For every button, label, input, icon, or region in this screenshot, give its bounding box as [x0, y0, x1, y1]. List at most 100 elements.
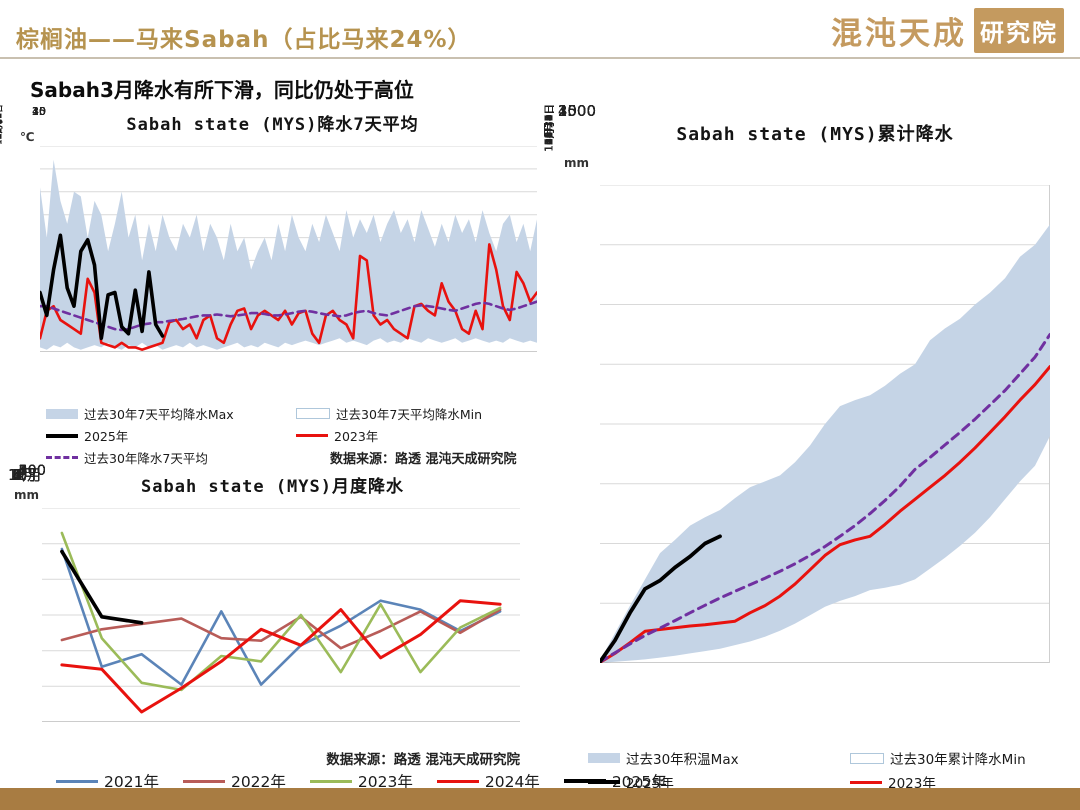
- legend-label: 2022年: [230, 773, 286, 791]
- legend-label: 2025年: [611, 773, 667, 791]
- x-tick-label: 1月: [12, 466, 38, 484]
- y-tick-label: 25: [32, 105, 46, 118]
- x-tick-label: 4月: [12, 466, 38, 484]
- y-tick-label: 2000: [557, 102, 596, 120]
- legend-label: 过去30年降水7天平均: [84, 451, 208, 466]
- line-swatch: [309, 779, 352, 783]
- plot-area: [40, 146, 537, 352]
- line-swatch: [182, 779, 225, 783]
- x-tick-label: 12月: [7, 466, 43, 484]
- x-tick-label: 9月: [12, 466, 38, 484]
- x-tick-label: 2月: [12, 466, 38, 484]
- line-swatch: [563, 779, 606, 783]
- slide-subtitle: Sabah3月降水有所下滑，同比仍处于高位: [30, 78, 414, 102]
- legend-label: 2023年: [357, 773, 413, 791]
- y-tick-label: 500: [18, 463, 46, 479]
- legend-item: 过去30年7天平均降水Max: [46, 404, 296, 423]
- chart-title: Sabah state (MYS)累计降水: [676, 124, 954, 145]
- y-tick-label: 2500: [557, 102, 596, 120]
- legend-item: 2025年: [563, 770, 667, 792]
- legend-item: 2022年: [182, 770, 286, 792]
- y-axis-unit: ℃: [20, 130, 35, 144]
- legend-item: 2024年: [436, 770, 540, 792]
- y-tick-label: 200: [18, 463, 46, 479]
- legend-item: 过去30年累计降水Min: [850, 748, 1080, 768]
- legend-label: 2024年: [484, 773, 540, 791]
- y-axis-unit: mm: [564, 156, 590, 170]
- y-tick-label: 20: [32, 105, 46, 118]
- y-tick-label: 45: [32, 105, 46, 118]
- chart-seven-day-rainfall: Sabah state (MYS)降水7天平均 ℃ 0 5 10 15 20 25 30 35…: [0, 104, 546, 467]
- y-axis-unit: mm: [14, 488, 40, 502]
- x-tick-label: 6月: [12, 466, 38, 484]
- legend-item: 2021年: [56, 770, 159, 792]
- logo-wordmark: 混沌天成: [831, 16, 967, 52]
- band-swatch: [588, 753, 620, 763]
- chart-cumulative-rainfall: Sabah state (MYS)累计降水 mm 0 500 1000 1500 200…: [544, 102, 1080, 810]
- y-tick-label: 35: [32, 105, 46, 118]
- data-source-note: 数据来源：路透 混沌天成研究院: [326, 752, 520, 768]
- line-swatch: [850, 780, 882, 784]
- x-tick-label: 12月26日: [0, 104, 5, 145]
- band-outline-swatch: [296, 408, 330, 419]
- company-logo: 混沌天成 研究院: [831, 8, 1064, 53]
- legend-label: 过去30年积温Max: [626, 752, 739, 768]
- x-tick-label: 11月: [7, 466, 43, 484]
- y-tick-label: 0: [36, 463, 46, 479]
- band-outline-swatch: [850, 752, 884, 764]
- chart-title: Sabah state (MYS)降水7天平均: [126, 115, 419, 135]
- plot-area: [600, 185, 1050, 663]
- y-tick-label: 10: [32, 105, 46, 118]
- legend-item: 2023年: [296, 426, 546, 445]
- legend-item: 过去30年降水7天平均: [46, 448, 296, 467]
- y-tick-label: 3500: [557, 102, 596, 120]
- y-tick-label: 15: [32, 105, 46, 118]
- x-tick-label: 5月: [12, 466, 38, 484]
- y-tick-label: 40: [32, 105, 46, 118]
- y-tick-label: 1500: [557, 102, 596, 120]
- y-tick-label: 5: [39, 105, 46, 118]
- y-tick-label: 100: [18, 463, 46, 479]
- y-tick-label: 1000: [557, 102, 596, 120]
- line-swatch: [46, 433, 78, 438]
- y-tick-label: 4000: [557, 102, 596, 120]
- legend-label: 过去30年7天平均降水Max: [84, 407, 234, 422]
- x-tick-label: 8月: [12, 466, 38, 484]
- line-swatch: [588, 780, 620, 784]
- x-tick-label: 10月: [7, 466, 43, 484]
- chart-monthly-rainfall: Sabah state (MYS)月度降水 mm 0 100 200 300 400 50…: [0, 463, 667, 810]
- legend-label: 过去30年7天平均降水Min: [336, 407, 483, 422]
- legend-label: 2021年: [104, 773, 159, 791]
- legend-item: 过去30年7天平均降水Min: [296, 404, 546, 423]
- x-tick-label: 3月: [12, 466, 38, 484]
- page-title: 棕榈油——马来Sabah（占比马来24%）: [16, 27, 472, 53]
- band-swatch: [46, 408, 78, 419]
- legend-item: 2025年: [46, 426, 296, 445]
- legend-item: 过去30年积温Max: [588, 748, 850, 768]
- legend-item: 2023年: [309, 770, 413, 792]
- y-tick-label: 500: [567, 102, 596, 120]
- chart-title: Sabah state (MYS)月度降水: [141, 477, 404, 497]
- line-swatch: [296, 434, 328, 437]
- legend-label: 过去30年累计降水Min: [890, 752, 1026, 768]
- data-source-note: 数据来源：路透 混沌天成研究院: [330, 452, 517, 467]
- y-tick-label: 300: [18, 463, 46, 479]
- y-tick-label: 3000: [557, 102, 596, 120]
- plot-area: [42, 508, 520, 722]
- header-divider: [0, 57, 1080, 59]
- y-tick-label: 400: [18, 463, 46, 479]
- legend-label: 2025年: [84, 429, 129, 444]
- dash-swatch: [46, 456, 78, 459]
- y-tick-label: 0: [39, 105, 46, 118]
- y-tick-label: 0: [586, 102, 596, 120]
- line-swatch: [436, 779, 479, 783]
- legend: 2021年 2022年 2023年 2024年 2025年: [56, 770, 667, 792]
- legend-label: 2023年: [334, 429, 379, 444]
- y-tick-label: 600: [18, 463, 46, 479]
- x-tick-label: 12月26日: [543, 104, 556, 152]
- line-swatch: [56, 779, 98, 783]
- x-tick-label: 7月: [12, 466, 38, 484]
- footer-bar: [0, 788, 1080, 810]
- legend: 过去30年7天平均降水Max 过去30年7天平均降水Min 2025年 2023年过去…: [46, 404, 546, 467]
